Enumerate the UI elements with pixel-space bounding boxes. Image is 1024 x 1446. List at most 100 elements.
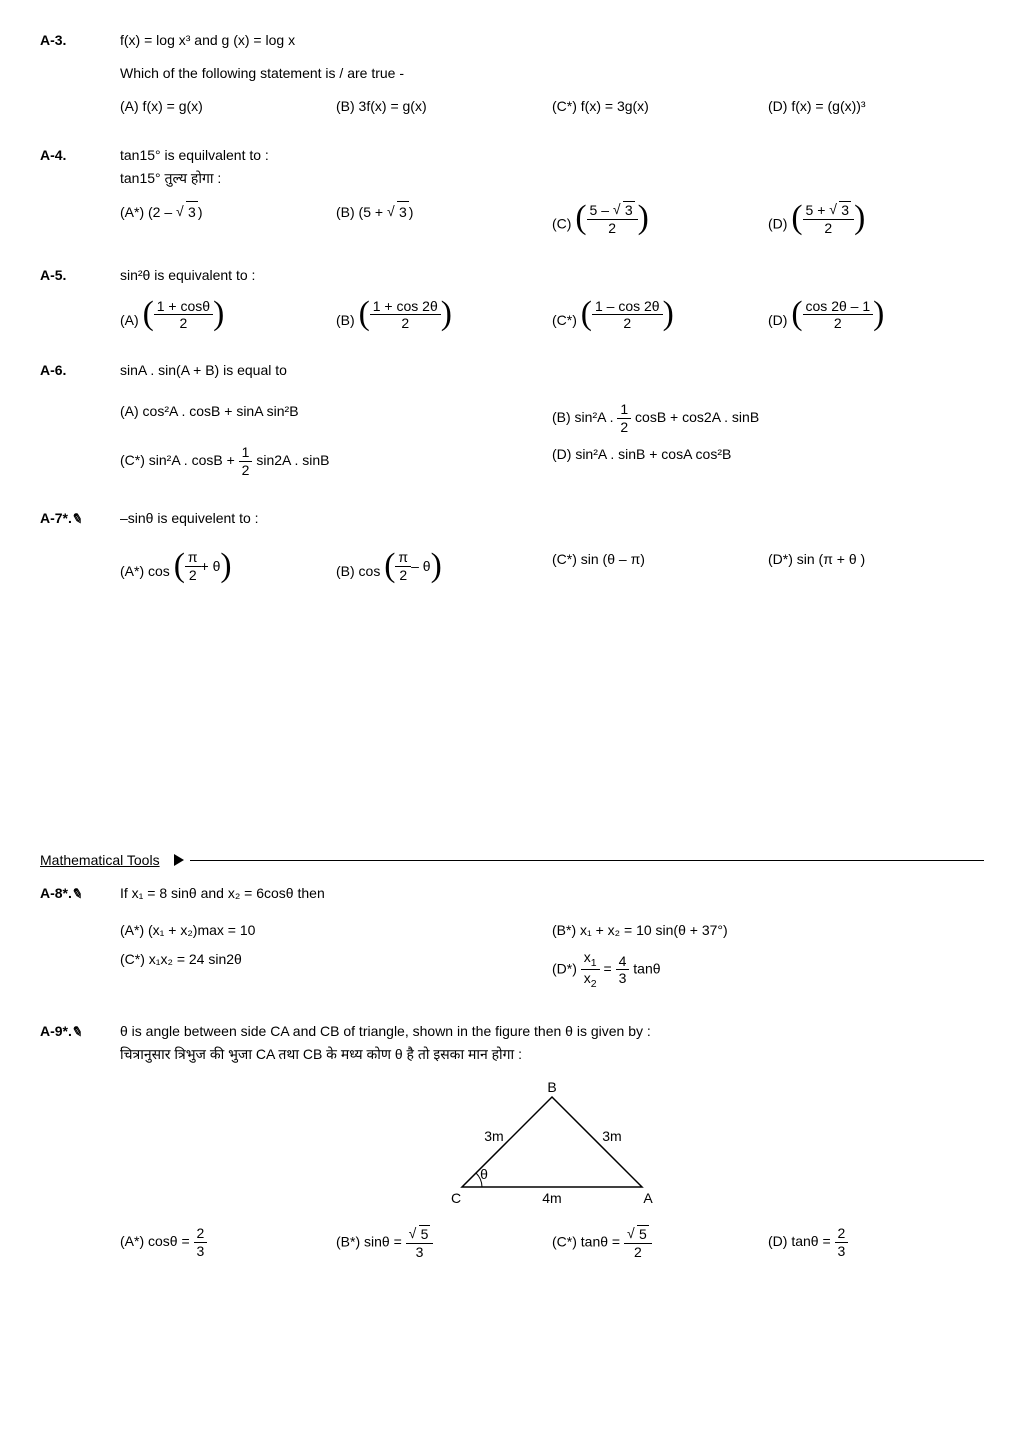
- frac: 43: [616, 953, 630, 988]
- opt-c: (C*) f(x) = 3g(x): [552, 96, 768, 117]
- section-title: Mathematical Tools: [40, 850, 160, 871]
- opt-c: (C*) tanθ = 52: [552, 1225, 768, 1261]
- opt-a: (A) f(x) = g(x): [120, 96, 336, 117]
- opt-b: (B) 3f(x) = g(x): [336, 96, 552, 117]
- vertex-b: B: [547, 1079, 556, 1095]
- opt-c: (C*) sin²A . cosB + 12 sin2A . sinB: [120, 444, 552, 479]
- options: (A) f(x) = g(x) (B) 3f(x) = g(x) (C*) f(…: [120, 96, 984, 123]
- vertex-c: C: [451, 1190, 461, 1206]
- paren-expr: (π2 – θ): [384, 549, 442, 584]
- paren-expr: (5 + 32): [791, 201, 865, 237]
- opt-c: (C*) (1 – cos 2θ2): [552, 298, 768, 333]
- stem: If x₁ = 8 sinθ and x₂ = 6cosθ then: [120, 883, 984, 904]
- qbody: If x₁ = 8 sinθ and x₂ = 6cosθ then (A*) …: [120, 883, 984, 999]
- sqrt: 5: [409, 1225, 431, 1243]
- qnum: A-8*.✎: [40, 883, 120, 999]
- opt-a: (A*) (2 – 3): [120, 201, 336, 237]
- frac: 12: [239, 444, 253, 479]
- frac: 1 – cos 2θ2: [592, 298, 663, 333]
- txt: ): [198, 204, 203, 220]
- opt-a: (A) cos²A . cosB + sinA sin²B: [120, 401, 552, 436]
- options: (A*) cosθ = 23 (B*) sinθ = 53 (C*) tanθ …: [120, 1225, 984, 1267]
- paren-expr: (1 + cosθ2): [143, 298, 225, 333]
- opt-d: (D) f(x) = (g(x))³: [768, 96, 984, 117]
- stem-line-2: tan15° तुल्य होगा :: [120, 168, 984, 189]
- txt: A-8*.: [40, 885, 72, 901]
- side-left: 3m: [484, 1128, 503, 1144]
- vertex-a: A: [643, 1190, 653, 1206]
- question-a8: A-8*.✎ If x₁ = 8 sinθ and x₂ = 6cosθ the…: [40, 883, 984, 999]
- txt: (D*): [552, 961, 581, 977]
- opt-d: (D) tanθ = 23: [768, 1225, 984, 1261]
- txt: (B) (5 +: [336, 204, 387, 220]
- txt: (A): [120, 311, 143, 327]
- frac: π2: [395, 549, 411, 584]
- txt: x: [584, 949, 591, 965]
- section-header: Mathematical Tools: [40, 850, 984, 871]
- txt: ): [409, 204, 414, 220]
- options: (A*) (x₁ + x₂)max = 10 (B*) x₁ + x₂ = 10…: [120, 920, 984, 999]
- stem-line-2: चित्रानुसार त्रिभुज की भुजा CA तथा CB के…: [120, 1044, 984, 1065]
- txt: sin2A . sinB: [252, 452, 329, 468]
- opt-d: (D) (5 + 32): [768, 201, 984, 237]
- txt: (D): [768, 215, 791, 231]
- opt-c: (C*) sin (θ – π): [552, 549, 768, 584]
- sqrt: 3: [829, 201, 851, 219]
- stem-line-2: Which of the following statement is / ar…: [120, 63, 984, 84]
- txt: 5 –: [590, 202, 613, 218]
- opt-a: (A*) cos (π2 + θ): [120, 549, 336, 584]
- frac: 23: [194, 1225, 208, 1260]
- frac: 5 + 32: [803, 201, 855, 237]
- stem: sin²θ is equivalent to :: [120, 265, 984, 286]
- opt-d: (D*) x1x2 = 43 tanθ: [552, 949, 984, 991]
- stem: –sinθ is equivelent to :: [120, 508, 984, 529]
- question-a9: A-9*.✎ θ is angle between side CA and CB…: [40, 1021, 984, 1267]
- txt: – θ: [411, 556, 430, 577]
- frac: x1x2: [581, 949, 600, 991]
- stem: sinA . sin(A + B) is equal to: [120, 360, 984, 381]
- txt: (B) sin²A .: [552, 409, 617, 425]
- opt-a: (A*) cosθ = 23: [120, 1225, 336, 1261]
- frac: 1 + cosθ2: [154, 298, 213, 333]
- question-a4: A-4. tan15° is equilvalent to : tan15° त…: [40, 145, 984, 243]
- qbody: f(x) = log x³ and g (x) = log x Which of…: [120, 30, 984, 123]
- opt-b: (B) sin²A . 12 cosB + cos2A . sinB: [552, 401, 984, 436]
- qbody: sinA . sin(A + B) is equal to (A) cos²A …: [120, 360, 984, 486]
- frac: π2: [185, 549, 201, 584]
- sqrt: 5: [627, 1225, 649, 1243]
- question-a5: A-5. sin²θ is equivalent to : (A) (1 + c…: [40, 265, 984, 339]
- qnum: A-4.: [40, 145, 120, 243]
- txt: (B) cos: [336, 563, 384, 579]
- triangle-diagram: B C A 3m 3m 4m θ: [402, 1077, 702, 1217]
- opt-a: (A) (1 + cosθ2): [120, 298, 336, 333]
- qnum: A-7*.✎: [40, 508, 120, 590]
- paren-expr: (1 + cos 2θ2): [359, 298, 452, 333]
- txt: =: [600, 961, 616, 977]
- opt-a: (A*) (x₁ + x₂)max = 10: [120, 920, 552, 941]
- qnum: A-9*.✎: [40, 1021, 120, 1267]
- opt-b: (B*) x₁ + x₂ = 10 sin(θ + 37°): [552, 920, 984, 941]
- angle-theta: θ: [480, 1166, 488, 1182]
- txt: x: [584, 970, 591, 986]
- txt: (C*) sin²A . cosB +: [120, 452, 239, 468]
- side-base: 4m: [542, 1190, 561, 1206]
- opt-b: (B) (5 + 3): [336, 201, 552, 237]
- txt: (D): [768, 311, 791, 327]
- chevron-right-icon: [174, 854, 184, 866]
- sqrt: 3: [613, 201, 635, 219]
- txt: (B): [336, 311, 359, 327]
- txt: + θ: [201, 556, 221, 577]
- frac: 53: [406, 1225, 434, 1261]
- sqrt: 3: [387, 201, 409, 223]
- question-a7: A-7*.✎ –sinθ is equivelent to : (A*) cos…: [40, 508, 984, 590]
- txt: (C*): [552, 311, 581, 327]
- qnum: A-5.: [40, 265, 120, 339]
- txt: (A*) cosθ =: [120, 1233, 194, 1249]
- txt: cosB + cos2A . sinB: [631, 409, 759, 425]
- frac: 12: [617, 401, 631, 436]
- options: (A*) (2 – 3) (B) (5 + 3) (C) (5 – 32) (D…: [120, 201, 984, 243]
- txt: (D) tanθ =: [768, 1233, 835, 1249]
- question-a3: A-3. f(x) = log x³ and g (x) = log x Whi…: [40, 30, 984, 123]
- side-right: 3m: [602, 1128, 621, 1144]
- paren-expr: (5 – 32): [575, 201, 649, 237]
